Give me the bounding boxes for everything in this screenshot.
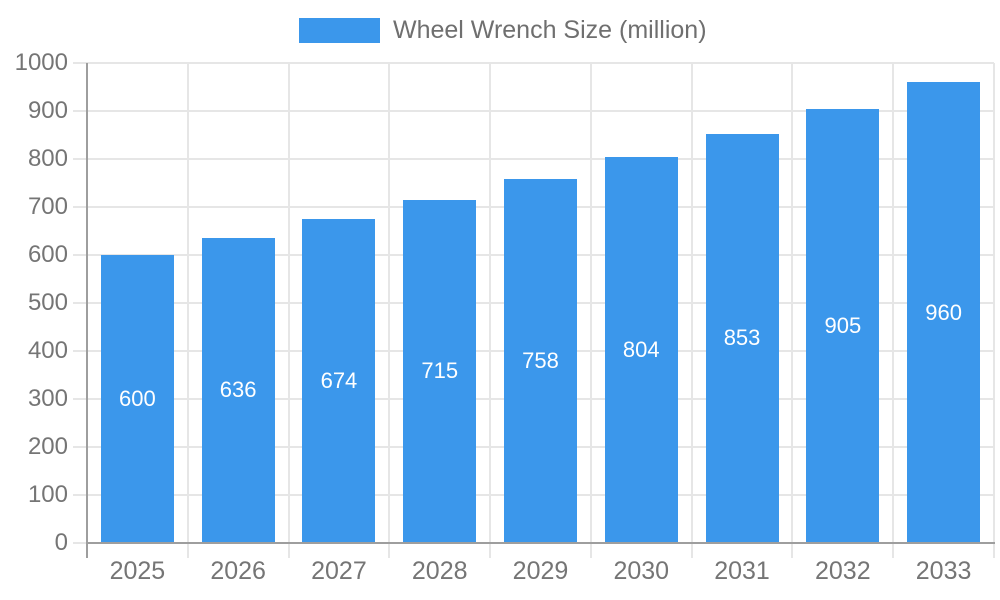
x-axis-tick (489, 543, 492, 558)
x-axis-label: 2026 (210, 557, 266, 585)
x-axis-label: 2025 (109, 557, 166, 585)
x-axis-tick (690, 543, 693, 558)
y-axis-tick (73, 206, 87, 208)
x-axis-label: 2030 (613, 557, 670, 585)
x-axis-tick (892, 543, 895, 558)
bar-2027[interactable]: 674 (302, 219, 376, 543)
x-axis-label: 2029 (512, 557, 569, 585)
bar-2031[interactable]: 853 (705, 133, 779, 543)
y-axis-tick-label: 400 (27, 337, 68, 364)
x-axis-label: 2032 (815, 557, 871, 585)
y-axis-tick (73, 350, 87, 352)
bar-2025[interactable]: 600 (100, 255, 174, 543)
v-gridline (993, 63, 995, 543)
bar-value-label: 853 (723, 325, 761, 351)
bar-value-label: 905 (824, 312, 862, 338)
v-gridline (186, 63, 189, 543)
x-axis-tick (791, 543, 794, 558)
bar-value-label: 600 (119, 386, 156, 411)
x-axis-line (86, 542, 995, 544)
v-gridline (791, 63, 794, 543)
bar-value-label: 758 (522, 348, 559, 374)
y-axis-tick (73, 494, 87, 496)
y-axis-tick-label: 600 (27, 241, 68, 268)
y-axis-tick (73, 62, 87, 64)
bar-2033[interactable]: 960 (907, 82, 981, 543)
h-gridline (87, 110, 994, 112)
y-axis-tick-label: 900 (27, 97, 68, 124)
v-gridline (589, 63, 592, 543)
bar-2029[interactable]: 758 (504, 179, 577, 543)
plot-area: 0 100 200 300 400 500 600 700 800 900 1000 600 2025 6… (15, 50, 995, 585)
v-gridline (489, 63, 492, 543)
x-axis-label: 2033 (915, 557, 972, 585)
y-axis-tick (73, 542, 87, 544)
y-axis-tick (73, 398, 87, 400)
x-axis-tick (388, 543, 391, 558)
y-axis-tick (73, 446, 87, 448)
y-axis-tick-label: 1000 (14, 49, 68, 76)
legend-label[interactable]: Wheel Wrench Size (million) (393, 16, 707, 44)
x-axis-label: 2028 (411, 557, 468, 585)
y-axis-tick (73, 302, 87, 304)
v-gridline (892, 63, 895, 543)
x-axis-label: 2031 (714, 557, 770, 585)
x-axis-tick (589, 543, 592, 558)
y-axis-tick (73, 158, 87, 160)
y-axis-tick-label: 200 (27, 433, 68, 460)
x-axis-tick (186, 543, 189, 558)
bar-value-label: 804 (622, 337, 660, 363)
y-axis-tick-label: 700 (27, 193, 68, 220)
x-axis-tick (993, 543, 995, 558)
y-axis-tick-label: 800 (27, 145, 68, 172)
v-gridline (287, 63, 290, 543)
x-axis-label: 2027 (311, 557, 367, 585)
bar-2032[interactable]: 905 (806, 108, 880, 543)
legend-swatch[interactable] (299, 18, 380, 43)
bar-value-label: 715 (421, 358, 459, 384)
bar-value-label: 636 (219, 377, 257, 403)
h-gridline (87, 158, 994, 160)
y-axis-tick (73, 110, 87, 112)
bar-2030[interactable]: 804 (604, 157, 678, 543)
y-axis-tick-label: 300 (27, 385, 68, 412)
bar-2026[interactable]: 636 (201, 237, 275, 543)
y-axis-tick-label: 0 (54, 529, 68, 556)
v-gridline (388, 63, 391, 543)
bar-value-label: 674 (320, 368, 358, 394)
v-gridline (690, 63, 693, 543)
legend[interactable]: Wheel Wrench Size (million) (299, 18, 707, 43)
h-gridline (87, 62, 994, 64)
y-axis-tick-label: 100 (27, 481, 68, 508)
x-axis-tick (287, 543, 290, 558)
y-axis-tick (73, 254, 87, 256)
y-axis-tick-label: 500 (27, 289, 68, 316)
y-axis-line (86, 63, 88, 558)
bar-value-label: 960 (925, 299, 962, 325)
bar-2028[interactable]: 715 (403, 199, 477, 543)
